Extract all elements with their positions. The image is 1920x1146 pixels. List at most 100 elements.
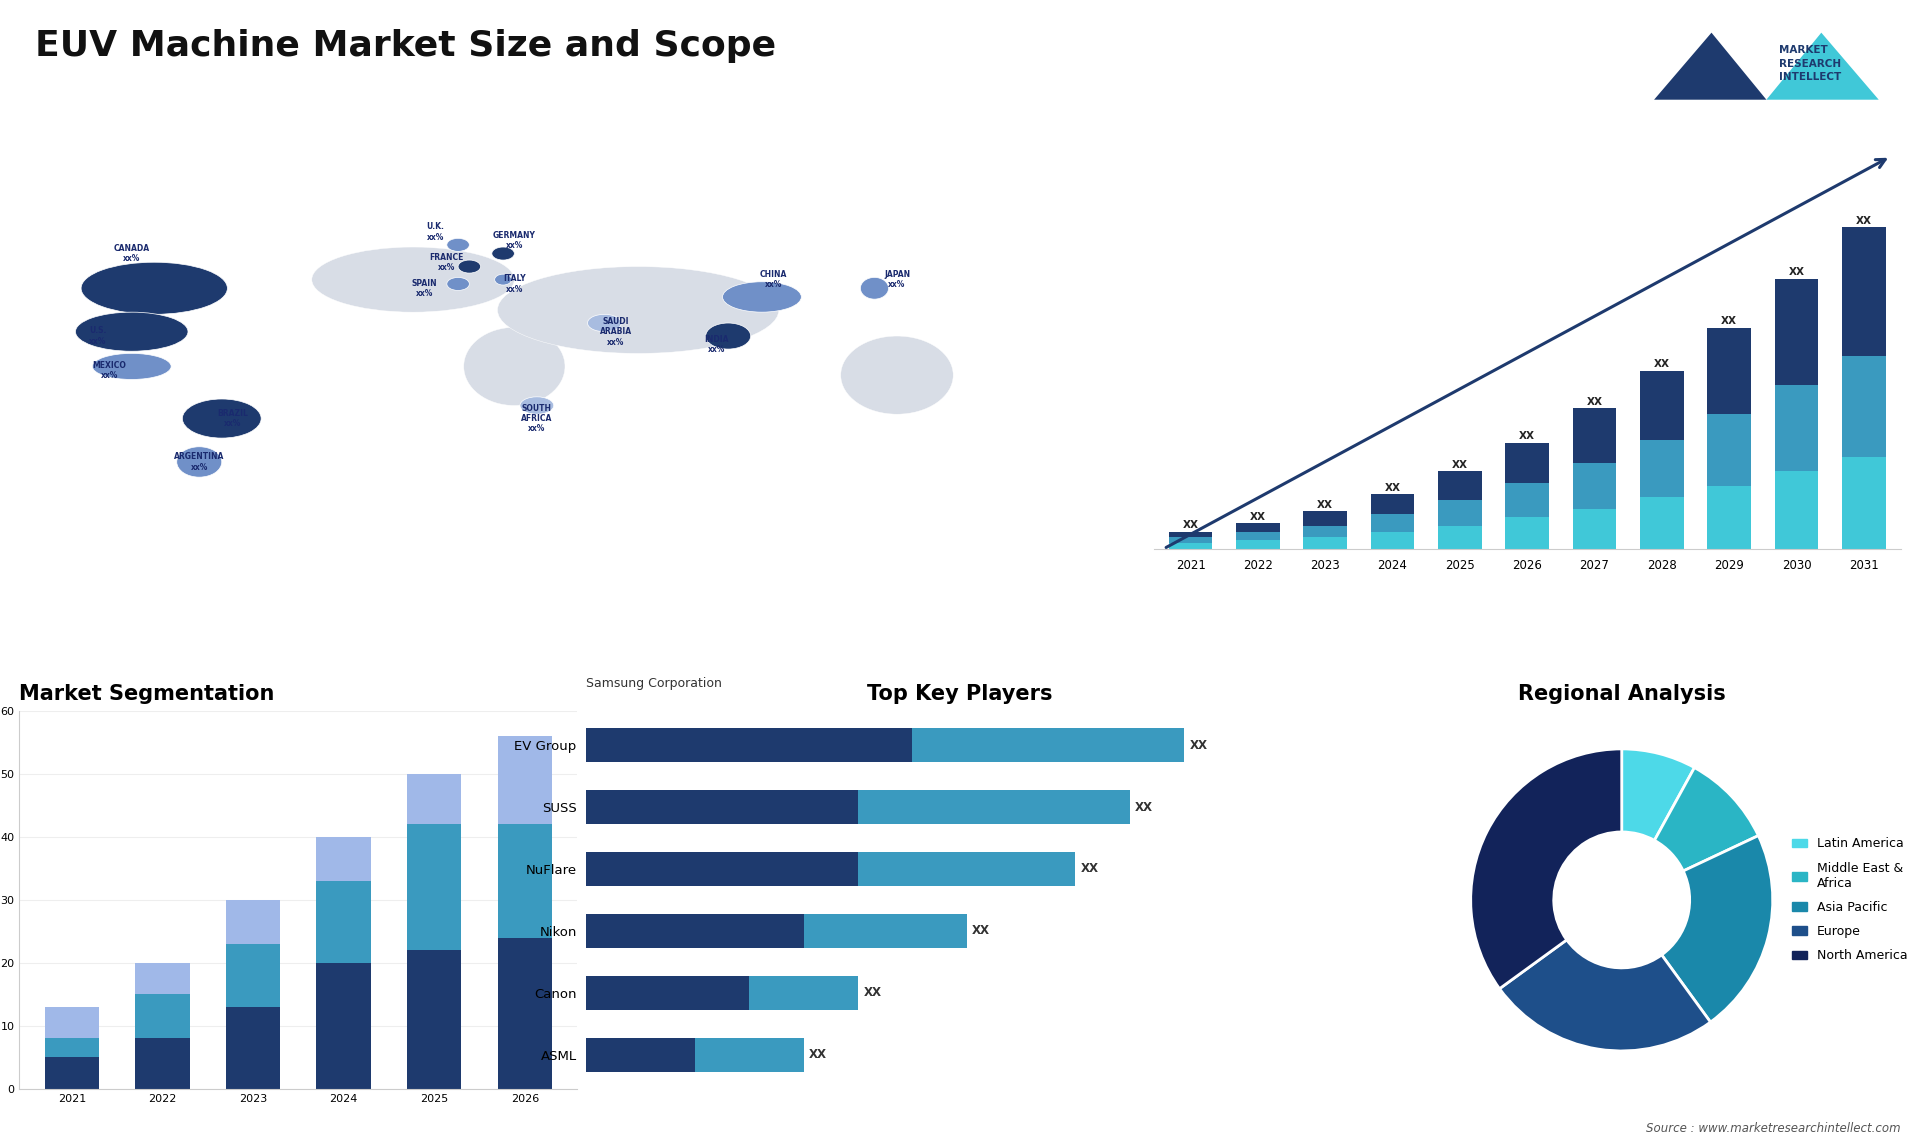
Bar (497, 737, 553, 824)
Text: XX: XX (1720, 316, 1738, 327)
Bar (317, 881, 371, 963)
Bar (1371, 494, 1415, 515)
Ellipse shape (860, 277, 889, 299)
FancyBboxPatch shape (19, 115, 1144, 549)
Ellipse shape (447, 238, 468, 251)
Legend: Latin America, Middle East &
Africa, Asia Pacific, Europe, North America: Latin America, Middle East & Africa, Asi… (1786, 832, 1912, 967)
Ellipse shape (447, 277, 468, 290)
Bar (1169, 537, 1212, 543)
Text: U.S.
xx%: U.S. xx% (90, 327, 108, 346)
Bar (1841, 356, 1885, 457)
Bar (407, 774, 461, 824)
Wedge shape (1622, 748, 1695, 840)
Text: XX: XX (1384, 482, 1400, 493)
Wedge shape (1655, 768, 1759, 871)
Ellipse shape (182, 399, 261, 438)
Bar (497, 937, 553, 1089)
Bar (227, 944, 280, 1007)
Bar (1640, 371, 1684, 440)
Text: XX: XX (864, 987, 881, 999)
Text: XX: XX (1183, 520, 1198, 531)
Bar (1572, 463, 1617, 509)
Ellipse shape (459, 260, 480, 273)
Text: XX: XX (1081, 863, 1098, 876)
Bar (407, 950, 461, 1089)
Bar (1236, 540, 1281, 549)
Bar (1640, 440, 1684, 497)
Bar (1371, 532, 1415, 549)
Polygon shape (1766, 33, 1878, 100)
Text: XX: XX (1653, 360, 1670, 369)
Ellipse shape (722, 282, 801, 312)
Bar (586, 1037, 695, 1072)
Text: XX: XX (1788, 267, 1805, 277)
Ellipse shape (841, 336, 952, 414)
Text: MEXICO
xx%: MEXICO xx% (92, 361, 127, 380)
Bar (1572, 509, 1617, 549)
Text: MARKET
RESEARCH
INTELLECT: MARKET RESEARCH INTELLECT (1778, 46, 1841, 81)
Bar (134, 963, 190, 995)
Polygon shape (1653, 33, 1766, 100)
Text: SAUDI
ARABIA
xx%: SAUDI ARABIA xx% (599, 316, 632, 346)
Circle shape (1553, 832, 1690, 968)
Legend: Type, Application, Geography: Type, Application, Geography (589, 719, 697, 794)
Bar (695, 1037, 804, 1072)
Bar (804, 913, 968, 948)
Text: ITALY
xx%: ITALY xx% (503, 274, 526, 293)
Title: Top Key Players: Top Key Players (868, 684, 1052, 704)
Text: XX: XX (1586, 397, 1603, 407)
Ellipse shape (520, 397, 553, 414)
Text: XX: XX (808, 1049, 828, 1061)
Ellipse shape (707, 323, 751, 350)
Bar (44, 1038, 100, 1058)
Bar (227, 900, 280, 944)
Bar (317, 963, 371, 1089)
Text: BRAZIL
xx%: BRAZIL xx% (217, 409, 248, 429)
Wedge shape (1471, 748, 1622, 989)
Text: CANADA
xx%: CANADA xx% (113, 244, 150, 264)
Text: XX: XX (1452, 460, 1469, 470)
Bar (1841, 457, 1885, 549)
Text: FRANCE
xx%: FRANCE xx% (430, 252, 465, 272)
Bar (1572, 408, 1617, 463)
Text: EUV Machine Market Size and Scope: EUV Machine Market Size and Scope (35, 29, 776, 63)
Bar (749, 975, 858, 1010)
Bar (586, 851, 858, 886)
Text: XX: XX (1250, 511, 1265, 521)
Text: CHINA
xx%: CHINA xx% (760, 270, 787, 289)
Bar (1505, 482, 1549, 517)
Bar (1505, 517, 1549, 549)
Bar (227, 1007, 280, 1089)
Bar (134, 1038, 190, 1089)
Bar (1707, 328, 1751, 414)
Bar (497, 824, 553, 937)
Bar (586, 729, 912, 762)
Bar (1169, 543, 1212, 549)
Bar (1304, 537, 1348, 549)
Text: U.K.
xx%: U.K. xx% (426, 222, 445, 242)
Bar (1841, 227, 1885, 356)
Text: SOUTH
AFRICA
xx%: SOUTH AFRICA xx% (520, 403, 553, 433)
Wedge shape (1500, 940, 1711, 1051)
Bar (1236, 523, 1281, 532)
Ellipse shape (311, 248, 515, 312)
Bar (1774, 471, 1818, 549)
Text: INDIA
xx%: INDIA xx% (705, 335, 730, 354)
Title: Regional Analysis: Regional Analysis (1519, 684, 1726, 704)
Text: ARGENTINA
xx%: ARGENTINA xx% (175, 453, 225, 472)
Wedge shape (1661, 835, 1772, 1022)
Bar (586, 913, 804, 948)
Bar (1438, 500, 1482, 526)
Bar (1774, 278, 1818, 385)
Text: Samsung Corporation: Samsung Corporation (586, 677, 722, 690)
Bar (858, 790, 1129, 824)
Ellipse shape (81, 262, 227, 314)
Bar (1774, 385, 1818, 471)
Bar (1304, 511, 1348, 526)
Bar (1304, 526, 1348, 537)
Ellipse shape (497, 267, 780, 353)
Text: SPAIN
xx%: SPAIN xx% (411, 278, 438, 298)
Text: XX: XX (1317, 500, 1332, 510)
Bar (586, 790, 858, 824)
Bar (1505, 442, 1549, 482)
